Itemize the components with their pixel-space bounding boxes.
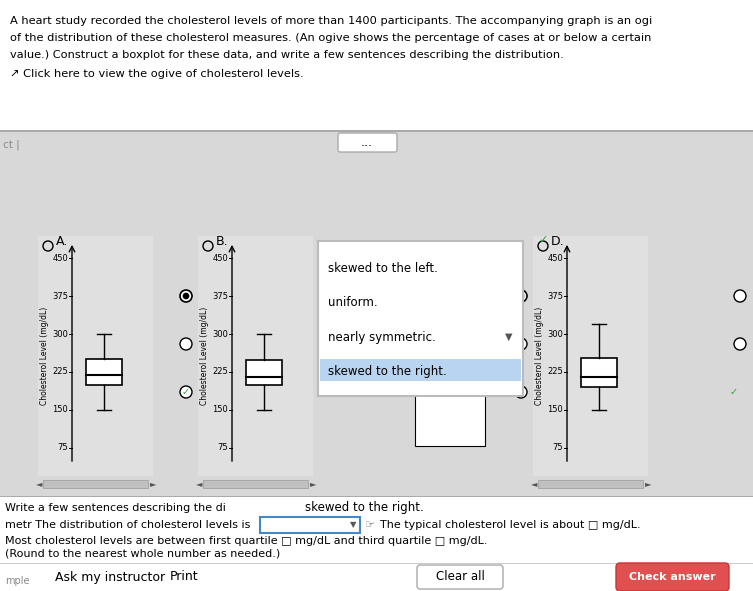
Bar: [538, 480, 643, 488]
Text: ◄: ◄: [36, 479, 42, 489]
Circle shape: [515, 338, 527, 350]
Text: 300: 300: [547, 330, 563, 339]
Text: ✓: ✓: [538, 235, 547, 245]
Bar: [0, 133, 753, 496]
Circle shape: [180, 386, 192, 398]
Text: 450: 450: [52, 254, 68, 262]
Text: skewed to the right.: skewed to the right.: [305, 502, 424, 515]
Bar: [0, 563, 753, 564]
Text: Clear all: Clear all: [435, 570, 484, 583]
Text: 450: 450: [212, 254, 228, 262]
Text: of the distribution of these cholesterol measures. (An ogive shows the percentag: of the distribution of these cholesterol…: [10, 33, 651, 43]
Bar: [0, 0, 753, 130]
Text: 225: 225: [547, 368, 563, 376]
Text: ct |: ct |: [3, 140, 20, 151]
Text: ▼: ▼: [350, 521, 356, 530]
Text: mple: mple: [5, 576, 29, 586]
Text: D.: D.: [551, 235, 565, 248]
Bar: [0, 496, 753, 591]
Text: ✓: ✓: [730, 387, 738, 397]
Bar: [43, 480, 148, 488]
Text: A.: A.: [56, 235, 69, 248]
Text: 75: 75: [57, 443, 68, 452]
Text: skewed to the left.: skewed to the left.: [328, 262, 438, 275]
Bar: [0, 130, 753, 132]
Circle shape: [180, 338, 192, 350]
Text: Cholesterol Level (mg/dL): Cholesterol Level (mg/dL): [200, 307, 209, 405]
Text: ►: ►: [645, 479, 651, 489]
Bar: [38, 236, 153, 476]
Text: value.) Construct a boxplot for these data, and write a few sentences describing: value.) Construct a boxplot for these da…: [10, 50, 564, 60]
Text: Most cholesterol levels are between first quartile □ mg/dL and third quartile □ : Most cholesterol levels are between firs…: [5, 536, 487, 546]
Bar: [415, 256, 485, 446]
Text: 150: 150: [547, 405, 563, 414]
Text: ✓: ✓: [517, 387, 525, 397]
Text: 225: 225: [52, 368, 68, 376]
Text: ▼: ▼: [505, 332, 513, 342]
FancyBboxPatch shape: [338, 133, 397, 152]
Text: ►: ►: [150, 479, 157, 489]
Text: (Round to the nearest whole number as needed.): (Round to the nearest whole number as ne…: [5, 549, 280, 559]
Text: ...: ...: [361, 137, 373, 150]
Text: 225: 225: [212, 368, 228, 376]
FancyBboxPatch shape: [318, 241, 523, 396]
Bar: [198, 236, 313, 476]
Text: 150: 150: [212, 405, 228, 414]
Text: ◄: ◄: [531, 479, 538, 489]
Text: 375: 375: [52, 291, 68, 301]
Text: ✓: ✓: [182, 387, 190, 397]
Bar: [533, 236, 648, 476]
Text: ◄: ◄: [196, 479, 203, 489]
Text: 75: 75: [553, 443, 563, 452]
Text: metr The distribution of cholesterol levels is: metr The distribution of cholesterol lev…: [5, 520, 251, 530]
Text: B.: B.: [216, 235, 229, 248]
Circle shape: [515, 290, 527, 302]
Text: 300: 300: [52, 330, 68, 339]
Bar: [203, 480, 308, 488]
Text: skewed to the right.: skewed to the right.: [328, 365, 447, 378]
Circle shape: [183, 293, 189, 299]
Text: ►: ►: [310, 479, 316, 489]
Circle shape: [515, 386, 527, 398]
Text: ↗ Click here to view the ogive of cholesterol levels.: ↗ Click here to view the ogive of choles…: [10, 69, 303, 79]
Text: uniform.: uniform.: [328, 297, 377, 310]
Bar: [320, 359, 521, 381]
Circle shape: [734, 338, 746, 350]
Bar: [581, 358, 617, 387]
Text: nearly symmetric.: nearly symmetric.: [328, 330, 436, 343]
Text: Ask my instructor: Ask my instructor: [55, 570, 165, 583]
Text: 375: 375: [212, 291, 228, 301]
Circle shape: [180, 290, 192, 302]
Text: Cholesterol Level (mg/dL): Cholesterol Level (mg/dL): [41, 307, 50, 405]
Text: The typical cholesterol level is about □ mg/dL.: The typical cholesterol level is about □…: [380, 520, 641, 530]
Text: Write a few sentences describing the di: Write a few sentences describing the di: [5, 503, 226, 513]
Text: 300: 300: [212, 330, 228, 339]
Text: 150: 150: [52, 405, 68, 414]
Text: Print: Print: [170, 570, 199, 583]
Text: Check answer: Check answer: [629, 572, 715, 582]
Text: Cholesterol Level (mg/dL): Cholesterol Level (mg/dL): [535, 307, 544, 405]
Bar: [260, 517, 360, 533]
Text: 375: 375: [547, 291, 563, 301]
Circle shape: [518, 293, 524, 299]
Text: ☞: ☞: [365, 520, 375, 530]
Bar: [86, 359, 122, 385]
Text: 75: 75: [218, 443, 228, 452]
Bar: [0, 563, 753, 591]
Bar: [0, 495, 753, 497]
FancyBboxPatch shape: [417, 565, 503, 589]
Text: A heart study recorded the cholesterol levels of more than 1400 participants. Th: A heart study recorded the cholesterol l…: [10, 16, 652, 26]
Circle shape: [734, 290, 746, 302]
FancyBboxPatch shape: [616, 563, 729, 591]
Text: 450: 450: [547, 254, 563, 262]
Bar: [246, 361, 282, 385]
